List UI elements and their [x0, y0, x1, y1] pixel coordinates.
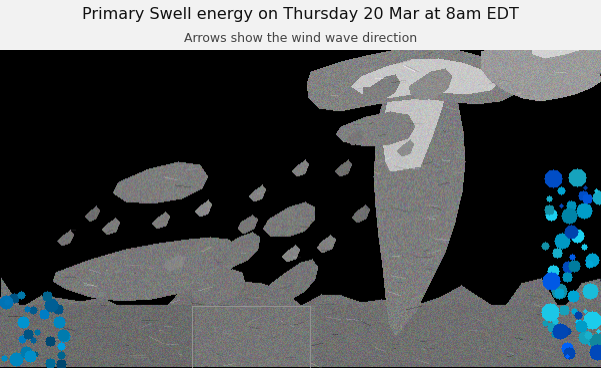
Text: Arrows show the wind wave direction: Arrows show the wind wave direction — [184, 32, 417, 45]
Text: Primary Swell energy on Thursday 20 Mar at 8am EDT: Primary Swell energy on Thursday 20 Mar … — [82, 7, 519, 22]
